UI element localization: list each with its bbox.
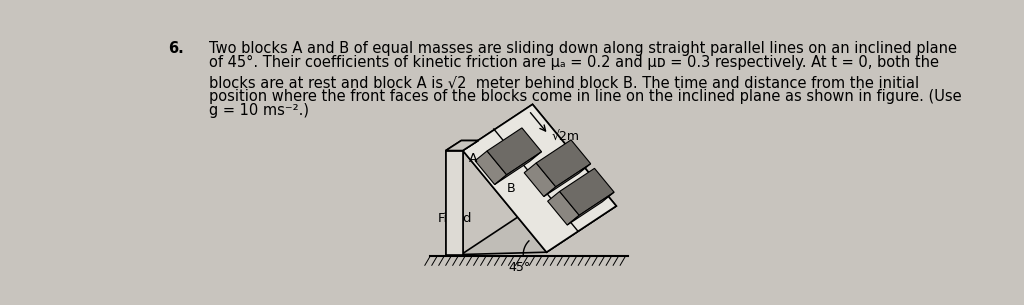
Text: A: A: [469, 152, 477, 165]
Polygon shape: [445, 151, 463, 254]
Text: Fixed: Fixed: [438, 212, 472, 225]
Polygon shape: [463, 104, 616, 252]
Polygon shape: [495, 152, 542, 185]
Text: position where the front faces of the blocks come in line on the inclined plane : position where the front faces of the bl…: [209, 89, 962, 104]
Text: B: B: [507, 182, 515, 195]
Polygon shape: [445, 141, 478, 151]
Polygon shape: [559, 168, 614, 215]
Text: g = 10 ms⁻².): g = 10 ms⁻².): [209, 103, 309, 118]
Polygon shape: [548, 192, 580, 225]
Polygon shape: [487, 128, 542, 175]
Polygon shape: [475, 151, 507, 185]
Polygon shape: [445, 141, 478, 151]
Polygon shape: [544, 164, 591, 197]
Text: of 45°. Their coefficients of kinetic friction are μₐ = 0.2 and μᴅ = 0.3 respect: of 45°. Their coefficients of kinetic fr…: [209, 55, 939, 70]
Text: 6.: 6.: [168, 41, 184, 56]
Polygon shape: [537, 140, 591, 187]
Polygon shape: [567, 192, 614, 225]
Text: Two blocks A and B of equal masses are sliding down along straight parallel line: Two blocks A and B of equal masses are s…: [209, 41, 957, 56]
Text: blocks are at rest and block A is √2  meter behind block B. The time and distanc: blocks are at rest and block A is √2 met…: [209, 75, 920, 90]
Polygon shape: [524, 163, 556, 197]
Polygon shape: [445, 151, 463, 254]
Text: 45°: 45°: [508, 261, 530, 274]
Text: √2m: √2m: [551, 130, 580, 143]
Polygon shape: [463, 104, 616, 252]
Polygon shape: [461, 206, 616, 254]
